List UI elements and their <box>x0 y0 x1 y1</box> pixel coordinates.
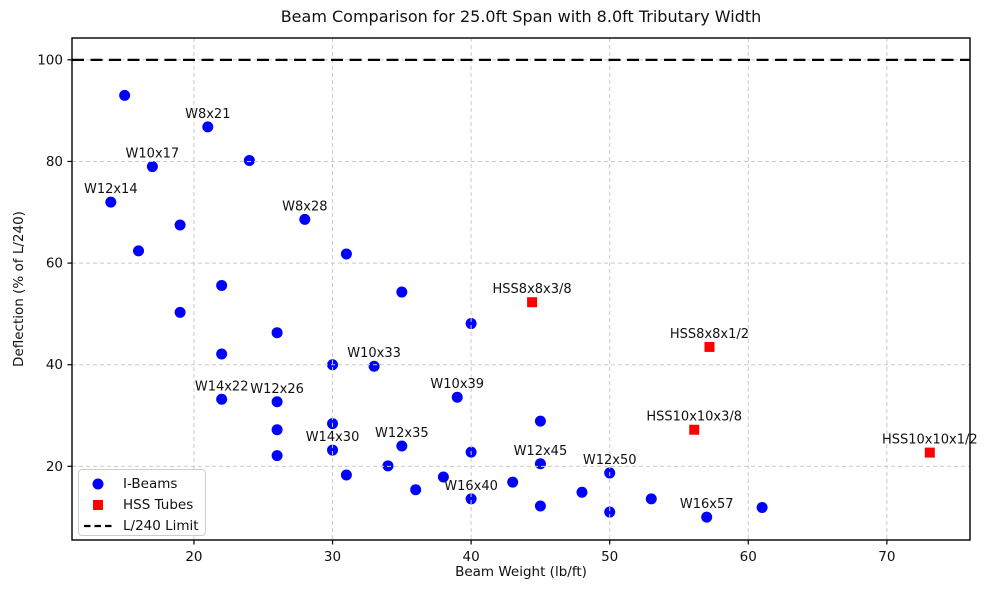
y-tick-label: 60 <box>46 256 63 272</box>
annotation-hss8x8x3-8: HSS8x8x3/8 <box>493 282 572 297</box>
annotation-hss10x10x3-8: HSS10x10x3/8 <box>646 410 742 425</box>
annotation-w14x22: W14x22 <box>195 379 249 394</box>
legend-label-hss-tubes: HSS Tubes <box>123 496 194 513</box>
i-beams-point <box>340 469 352 481</box>
i-beams-point <box>216 348 228 360</box>
plot-border <box>71 37 971 541</box>
x-tick-label: 50 <box>601 549 618 565</box>
annotation-w12x35: W12x35 <box>375 426 429 441</box>
i-beams-point <box>243 154 255 166</box>
point-w12x45 <box>534 458 546 470</box>
y-tick-label: 40 <box>46 357 63 373</box>
x-tick-label: 60 <box>740 549 757 565</box>
annotation-w10x33: W10x33 <box>347 346 401 361</box>
y-tick-label: 100 <box>37 52 63 68</box>
annotation-w12x45: W12x45 <box>514 444 568 459</box>
i-beams-point <box>465 318 477 330</box>
x-tick-label: 70 <box>878 549 895 565</box>
annotation-w14x30: W14x30 <box>306 430 360 445</box>
dashed-line-icon <box>84 519 112 533</box>
annotation-w12x26: W12x26 <box>250 382 304 397</box>
i-beams-point <box>756 501 768 513</box>
i-beams-point <box>174 306 186 318</box>
hss-tube-marker-icon <box>84 498 112 512</box>
x-tick-label: 30 <box>324 549 341 565</box>
x-axis-label: Beam Weight (lb/ft) <box>455 564 587 580</box>
annotation-hss10x10x1-2: HSS10x10x1/2 <box>882 433 978 448</box>
i-beam-marker-icon <box>84 477 112 491</box>
point-hss10x10x3-8 <box>689 424 700 435</box>
point-w8x21 <box>202 121 214 133</box>
annotation-w8x21: W8x21 <box>185 107 230 122</box>
point-hss10x10x1-2 <box>924 447 935 458</box>
i-beams-point <box>507 476 519 488</box>
point-w12x14 <box>105 196 117 208</box>
point-w10x33 <box>368 360 380 372</box>
legend-label-i-beams: I-Beams <box>123 475 178 492</box>
i-beams-point <box>396 286 408 298</box>
i-beams-point <box>174 219 186 231</box>
annotation-w12x14: W12x14 <box>84 182 138 197</box>
i-beams-point <box>410 484 422 496</box>
annotation-w10x39: W10x39 <box>430 377 484 392</box>
i-beams-point <box>576 486 588 498</box>
point-w8x28 <box>299 213 311 225</box>
legend-item-limit: L/240 Limit <box>84 515 205 536</box>
x-tick-label: 20 <box>185 549 202 565</box>
y-tick-label: 80 <box>46 154 63 170</box>
i-beams-point <box>216 279 228 291</box>
point-w12x35 <box>396 440 408 452</box>
i-beams-point <box>534 415 546 427</box>
point-w12x26 <box>271 396 283 408</box>
annotation-w16x57: W16x57 <box>680 497 734 512</box>
point-w10x17 <box>146 161 158 173</box>
annotation-w16x40: W16x40 <box>444 479 498 494</box>
point-w16x40 <box>465 493 477 505</box>
annotation-w8x28: W8x28 <box>282 199 327 214</box>
point-hss8x8x1-2 <box>704 341 715 352</box>
i-beams-point <box>437 471 449 483</box>
annotation-hss8x8x1-2: HSS8x8x1/2 <box>670 327 749 342</box>
point-w14x30 <box>327 444 339 456</box>
y-axis-label: Deflection (% of L/240) <box>11 211 27 367</box>
point-hss8x8x3-8 <box>527 297 538 308</box>
i-beams-point <box>382 460 394 472</box>
i-beams-point <box>271 424 283 436</box>
chart-title: Beam Comparison for 25.0ft Span with 8.0… <box>280 7 762 26</box>
legend-box: I-Beams HSS Tubes L/240 Limit <box>78 469 206 536</box>
i-beams-point <box>133 245 145 257</box>
point-w16x57 <box>701 511 713 523</box>
point-w14x22 <box>216 393 228 405</box>
i-beams-point <box>271 327 283 339</box>
x-tick-label: 40 <box>463 549 480 565</box>
legend-label-limit: L/240 Limit <box>123 517 199 534</box>
point-w10x39 <box>451 391 463 403</box>
legend-item-hss-tubes: HSS Tubes <box>84 494 205 515</box>
y-tick-label: 20 <box>46 459 63 475</box>
i-beams-point <box>119 89 131 101</box>
legend-item-i-beams: I-Beams <box>84 473 205 494</box>
i-beams-point <box>645 493 657 505</box>
annotation-w10x17: W10x17 <box>126 147 180 162</box>
i-beams-point <box>604 506 616 518</box>
i-beams-point <box>271 450 283 462</box>
i-beams-point <box>534 500 546 512</box>
annotation-w12x50: W12x50 <box>583 453 637 468</box>
i-beams-point <box>340 248 352 260</box>
